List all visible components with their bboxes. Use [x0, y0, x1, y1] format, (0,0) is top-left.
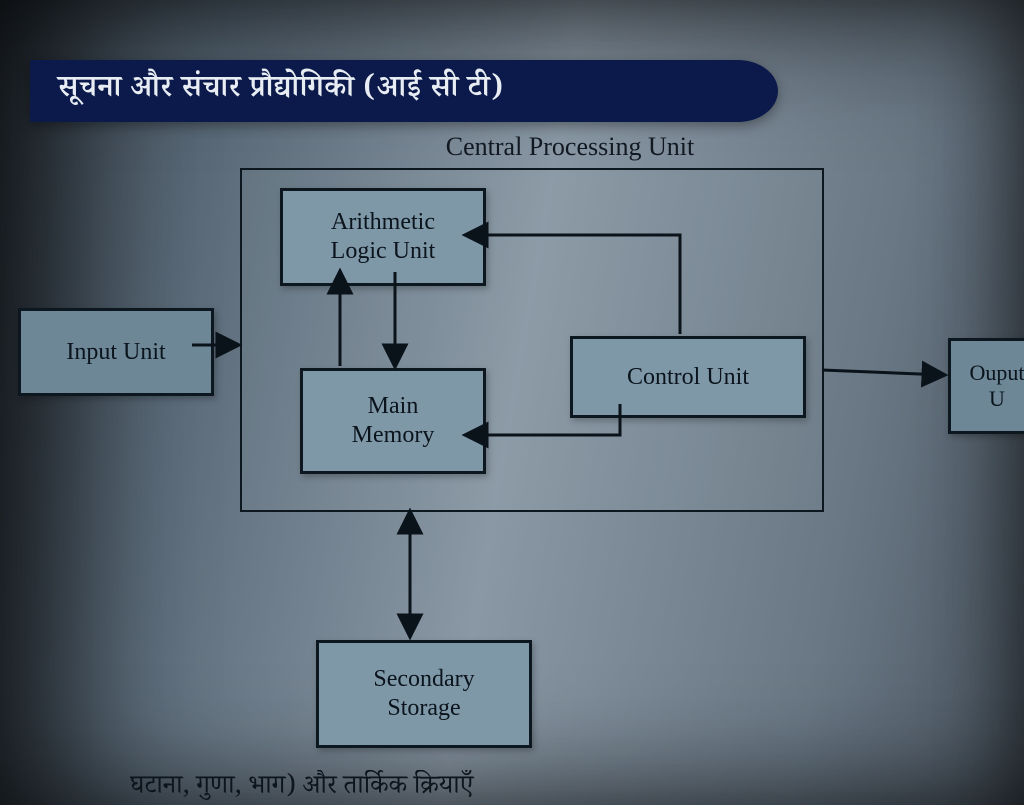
control-unit-box: Control Unit	[570, 336, 806, 418]
secondary-storage-box: Secondary Storage	[316, 640, 532, 748]
input-label-line1: Input Unit	[66, 338, 165, 367]
alu-box: Arithmetic Logic Unit	[280, 188, 486, 286]
bottom-cropped-text: घटाना, गुणा, भाग) और तार्किक क्रियाएँ	[130, 770, 930, 805]
chapter-banner-text: सूचना और संचार प्रौद्योगिकी (आई सी टी)	[58, 68, 504, 115]
chapter-banner: सूचना और संचार प्रौद्योगिकी (आई सी टी)	[30, 60, 778, 122]
mem-label-line1: Main	[368, 392, 419, 421]
output-label-line1: Ouput U	[961, 360, 1024, 413]
output-unit-box: Ouput U	[948, 338, 1024, 434]
alu-label-line1: Arithmetic	[331, 208, 435, 237]
alu-label-line2: Logic Unit	[331, 237, 436, 266]
sec-label-line2: Storage	[387, 694, 460, 723]
arrow-ctrl-to-output	[822, 370, 944, 375]
mem-label-line2: Memory	[352, 421, 435, 450]
cpu-diagram-title: Central Processing Unit	[360, 132, 780, 162]
main-memory-box: Main Memory	[300, 368, 486, 474]
input-unit-box: Input Unit	[18, 308, 214, 396]
ctrl-label-line1: Control Unit	[627, 363, 749, 392]
sec-label-line1: Secondary	[373, 665, 474, 694]
